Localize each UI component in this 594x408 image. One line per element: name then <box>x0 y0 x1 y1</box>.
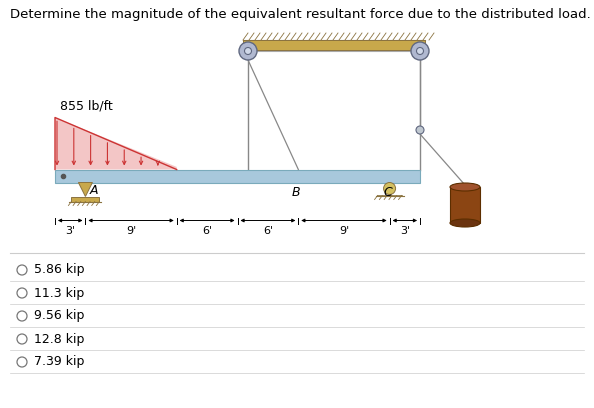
Circle shape <box>17 265 27 275</box>
Polygon shape <box>55 118 176 169</box>
Text: 855 lb/ft: 855 lb/ft <box>60 100 113 113</box>
Text: 6': 6' <box>263 226 273 235</box>
Text: 3': 3' <box>400 226 410 235</box>
Text: 3': 3' <box>65 226 75 235</box>
Text: A: A <box>90 184 98 197</box>
Circle shape <box>416 126 424 134</box>
Text: 11.3 kip: 11.3 kip <box>34 286 84 299</box>
Circle shape <box>411 42 429 60</box>
Text: 9.56 kip: 9.56 kip <box>34 310 84 322</box>
Text: C: C <box>383 186 392 199</box>
Circle shape <box>239 42 257 60</box>
Polygon shape <box>78 182 93 197</box>
Circle shape <box>17 357 27 367</box>
Circle shape <box>416 47 424 55</box>
Ellipse shape <box>450 183 480 191</box>
Circle shape <box>17 311 27 321</box>
Text: 9': 9' <box>339 226 349 235</box>
Text: 9': 9' <box>126 226 136 235</box>
Circle shape <box>384 182 396 195</box>
Bar <box>450 187 480 223</box>
Text: 6': 6' <box>202 226 212 235</box>
Circle shape <box>17 288 27 298</box>
Circle shape <box>245 47 251 55</box>
Text: 7.39 kip: 7.39 kip <box>34 355 84 368</box>
Bar <box>243 40 425 50</box>
Circle shape <box>17 334 27 344</box>
Text: Determine the magnitude of the equivalent resultant force due to the distributed: Determine the magnitude of the equivalen… <box>10 8 591 21</box>
Bar <box>71 197 99 202</box>
Ellipse shape <box>450 219 480 227</box>
Bar <box>55 169 420 182</box>
Text: 5.86 kip: 5.86 kip <box>34 264 84 277</box>
Text: 12.8 kip: 12.8 kip <box>34 333 84 346</box>
Text: B: B <box>292 186 301 199</box>
